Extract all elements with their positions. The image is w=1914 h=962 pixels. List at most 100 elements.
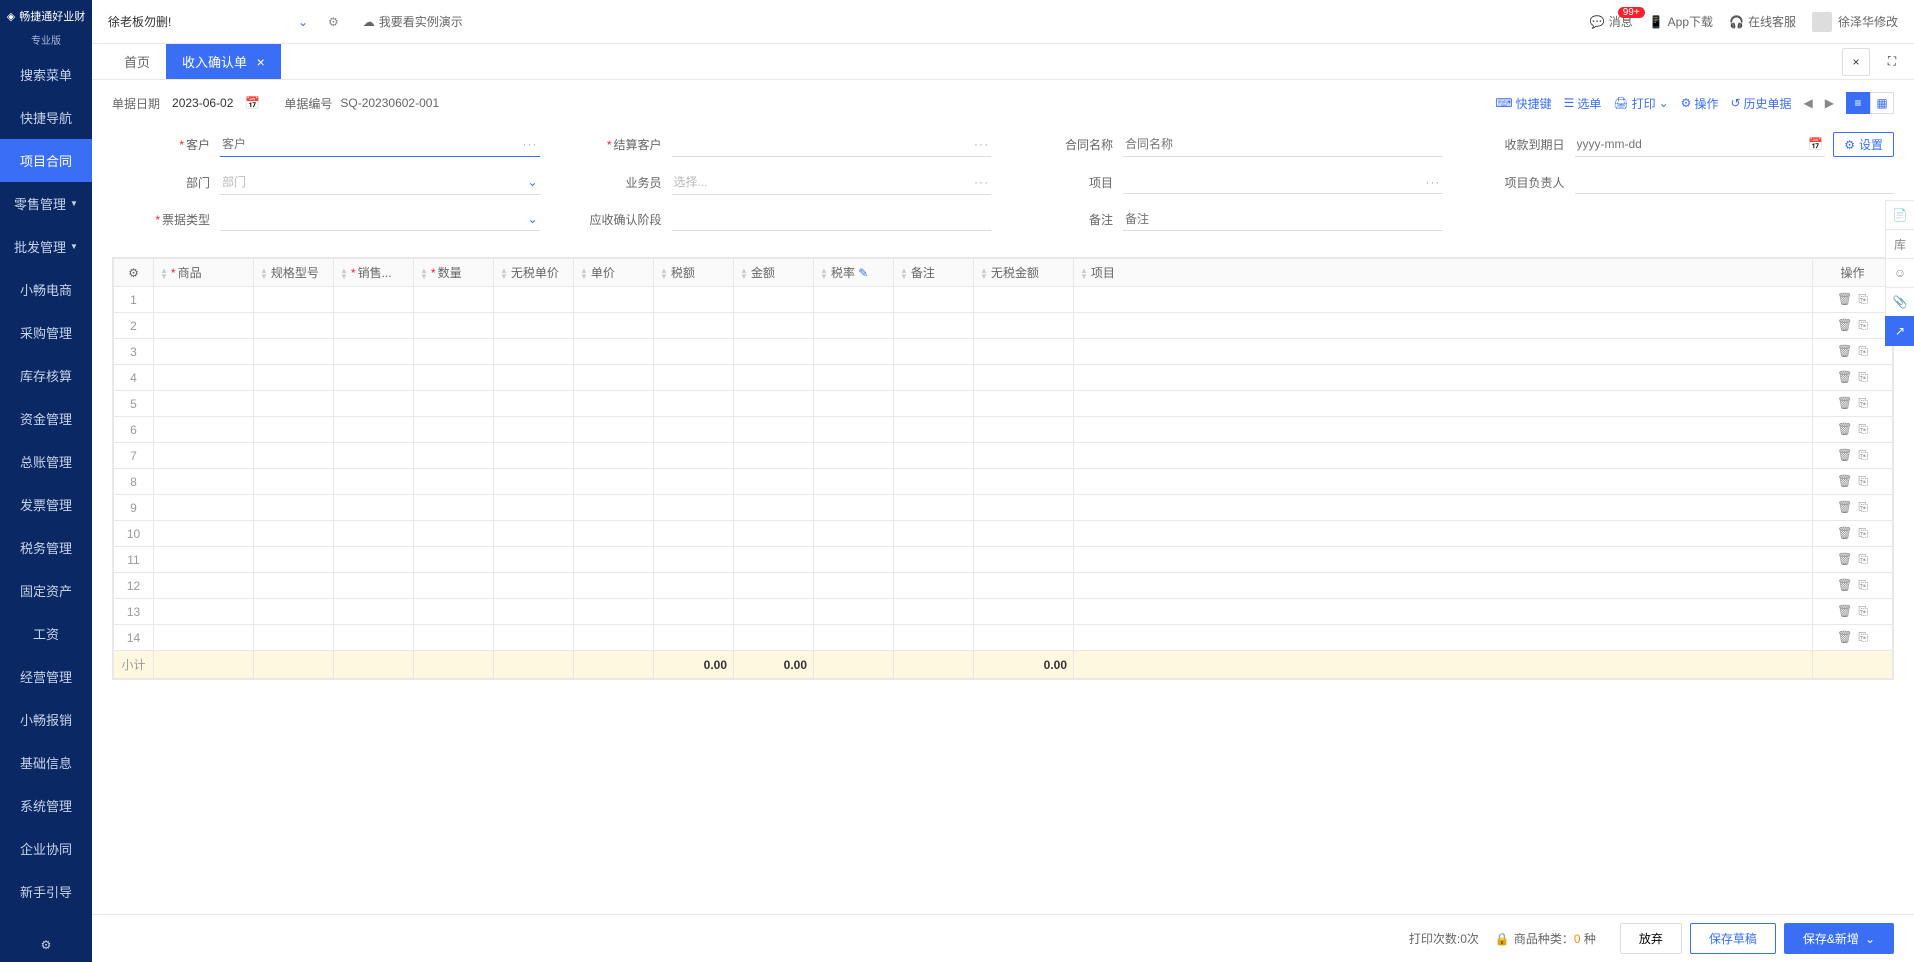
sidebar-item[interactable]: 快捷导航 xyxy=(0,96,92,139)
save-draft-button[interactable]: 保存草稿 xyxy=(1690,923,1776,954)
confirm-stage-input[interactable] xyxy=(672,207,992,231)
delete-icon[interactable]: 🗑 xyxy=(1837,344,1852,358)
print-button[interactable]: 🖨打印⌄ xyxy=(1613,95,1668,112)
copy-icon[interactable]: ⎘ xyxy=(1858,578,1868,592)
sidebar-item[interactable]: 企业协同 xyxy=(0,827,92,870)
copy-icon[interactable]: ⎘ xyxy=(1858,344,1868,358)
sidebar-item[interactable]: 库存核算 xyxy=(0,354,92,397)
customer-field[interactable] xyxy=(222,137,523,151)
table-row[interactable]: 2🗑⎘ xyxy=(114,313,1893,339)
invoice-type-select[interactable]: ⌄ xyxy=(220,207,540,231)
col-notax-amount[interactable]: ▲▼无税金额 xyxy=(974,259,1074,287)
user-menu[interactable]: 徐泽华修改 xyxy=(1812,12,1898,32)
app-download-button[interactable]: 📱 App下载 xyxy=(1649,13,1713,30)
sidebar-item[interactable]: 税务管理 xyxy=(0,526,92,569)
settings-icon[interactable]: ⚙ xyxy=(0,928,92,962)
close-icon[interactable]: × xyxy=(257,54,265,70)
messages-button[interactable]: 💬 消息 99+ xyxy=(1590,13,1633,30)
sidebar-item[interactable]: 发票管理 xyxy=(0,483,92,526)
col-note[interactable]: ▲▼备注 xyxy=(894,259,974,287)
table-row[interactable]: 11🗑⎘ xyxy=(114,547,1893,573)
table-row[interactable]: 3🗑⎘ xyxy=(114,339,1893,365)
receive-due-input[interactable]: 📅 xyxy=(1575,133,1826,157)
sidebar-item[interactable]: 小畅报销 xyxy=(0,698,92,741)
table-row[interactable]: 7🗑⎘ xyxy=(114,443,1893,469)
table-row[interactable]: 10🗑⎘ xyxy=(114,521,1893,547)
prev-button[interactable]: ◀ xyxy=(1804,96,1813,110)
sidebar-item[interactable]: 项目合同 xyxy=(0,139,92,182)
delete-icon[interactable]: 🗑 xyxy=(1837,292,1852,306)
copy-icon[interactable]: ⎘ xyxy=(1858,604,1868,618)
tab-income-confirm[interactable]: 收入确认单 × xyxy=(166,44,281,79)
sidebar-item[interactable]: 系统管理 xyxy=(0,784,92,827)
history-button[interactable]: ↺历史单据 xyxy=(1730,95,1791,112)
sidebar-item[interactable]: 经营管理 xyxy=(0,655,92,698)
copy-icon[interactable]: ⎘ xyxy=(1858,630,1868,644)
rail-note-icon[interactable]: 📄 xyxy=(1885,200,1914,230)
calendar-icon[interactable]: 📅 xyxy=(245,96,260,110)
col-spec[interactable]: ▲▼规格型号 xyxy=(254,259,334,287)
more-icon[interactable]: ··· xyxy=(1426,175,1441,189)
copy-icon[interactable]: ⎘ xyxy=(1858,292,1868,306)
tab-home[interactable]: 首页 xyxy=(108,44,166,79)
copy-icon[interactable]: ⎘ xyxy=(1858,474,1868,488)
col-qty[interactable]: ▲▼*数量 xyxy=(414,259,494,287)
col-sale[interactable]: ▲▼*销售... xyxy=(334,259,414,287)
sidebar-item[interactable]: 小畅电商 xyxy=(0,268,92,311)
delete-icon[interactable]: 🗑 xyxy=(1837,422,1852,436)
delete-icon[interactable]: 🗑 xyxy=(1837,526,1852,540)
delete-icon[interactable]: 🗑 xyxy=(1837,630,1852,644)
col-product[interactable]: ▲▼*商品 xyxy=(154,259,254,287)
more-icon[interactable]: ··· xyxy=(974,175,989,189)
rail-expand-icon[interactable]: ↗ xyxy=(1885,316,1914,346)
rail-user-icon[interactable]: ☺ xyxy=(1885,258,1914,288)
copy-icon[interactable]: ⎘ xyxy=(1858,526,1868,540)
delete-icon[interactable]: 🗑 xyxy=(1837,552,1852,566)
delete-icon[interactable]: 🗑 xyxy=(1837,604,1852,618)
delete-icon[interactable]: 🗑 xyxy=(1837,318,1852,332)
remark-input[interactable] xyxy=(1123,207,1443,231)
select-button[interactable]: ☰选单 xyxy=(1564,95,1602,112)
account-selector[interactable]: 徐老板勿删! ⌄ xyxy=(108,13,308,30)
setup-button[interactable]: ⚙设置 xyxy=(1833,132,1894,157)
delete-icon[interactable]: 🗑 xyxy=(1837,474,1852,488)
copy-icon[interactable]: ⎘ xyxy=(1858,552,1868,566)
tabs-close-button[interactable]: × xyxy=(1842,48,1870,76)
sidebar-item[interactable]: 批发管理▼ xyxy=(0,225,92,268)
demo-link[interactable]: ☁ 我要看实例演示 xyxy=(363,13,463,30)
table-row[interactable]: 1🗑⎘ xyxy=(114,287,1893,313)
rail-stock-icon[interactable]: 库 xyxy=(1885,229,1914,259)
gear-icon[interactable]: ⚙ xyxy=(328,15,339,29)
table-row[interactable]: 6🗑⎘ xyxy=(114,417,1893,443)
shortcut-button[interactable]: ⌨快捷键 xyxy=(1495,95,1551,112)
sidebar-item[interactable]: 固定资产 xyxy=(0,569,92,612)
copy-icon[interactable]: ⎘ xyxy=(1858,318,1868,332)
settle-customer-input[interactable]: ··· xyxy=(672,133,992,157)
operate-button[interactable]: ⚙操作 xyxy=(1681,95,1719,112)
discard-button[interactable]: 放弃 xyxy=(1620,923,1682,954)
delete-icon[interactable]: 🗑 xyxy=(1837,448,1852,462)
delete-icon[interactable]: 🗑 xyxy=(1837,578,1852,592)
copy-icon[interactable]: ⎘ xyxy=(1858,370,1868,384)
delete-icon[interactable]: 🗑 xyxy=(1837,396,1852,410)
col-amount[interactable]: ▲▼金额 xyxy=(734,259,814,287)
sidebar-item[interactable]: 资金管理 xyxy=(0,397,92,440)
project-owner-input[interactable] xyxy=(1575,170,1895,194)
department-select[interactable]: 部门⌄ xyxy=(220,169,540,195)
sidebar-item[interactable]: 新手引导 xyxy=(0,870,92,913)
project-select[interactable]: ··· xyxy=(1123,170,1443,194)
copy-icon[interactable]: ⎘ xyxy=(1858,396,1868,410)
col-tax-rate[interactable]: ▲▼税率 ✎ xyxy=(814,259,894,287)
col-notax-price[interactable]: ▲▼无税单价 xyxy=(494,259,574,287)
sidebar-item[interactable]: 总账管理 xyxy=(0,440,92,483)
table-row[interactable]: 12🗑⎘ xyxy=(114,573,1893,599)
sidebar-item[interactable]: 搜索菜单 xyxy=(0,53,92,96)
col-tax-amount[interactable]: ▲▼税额 xyxy=(654,259,734,287)
col-price[interactable]: ▲▼单价 xyxy=(574,259,654,287)
copy-icon[interactable]: ⎘ xyxy=(1858,422,1868,436)
customer-input[interactable]: ··· xyxy=(220,133,540,157)
support-button[interactable]: 🎧 在线客服 xyxy=(1729,13,1796,30)
next-button[interactable]: ▶ xyxy=(1825,96,1834,110)
copy-icon[interactable]: ⎘ xyxy=(1858,500,1868,514)
doc-date[interactable]: 2023-06-02 xyxy=(168,96,237,110)
